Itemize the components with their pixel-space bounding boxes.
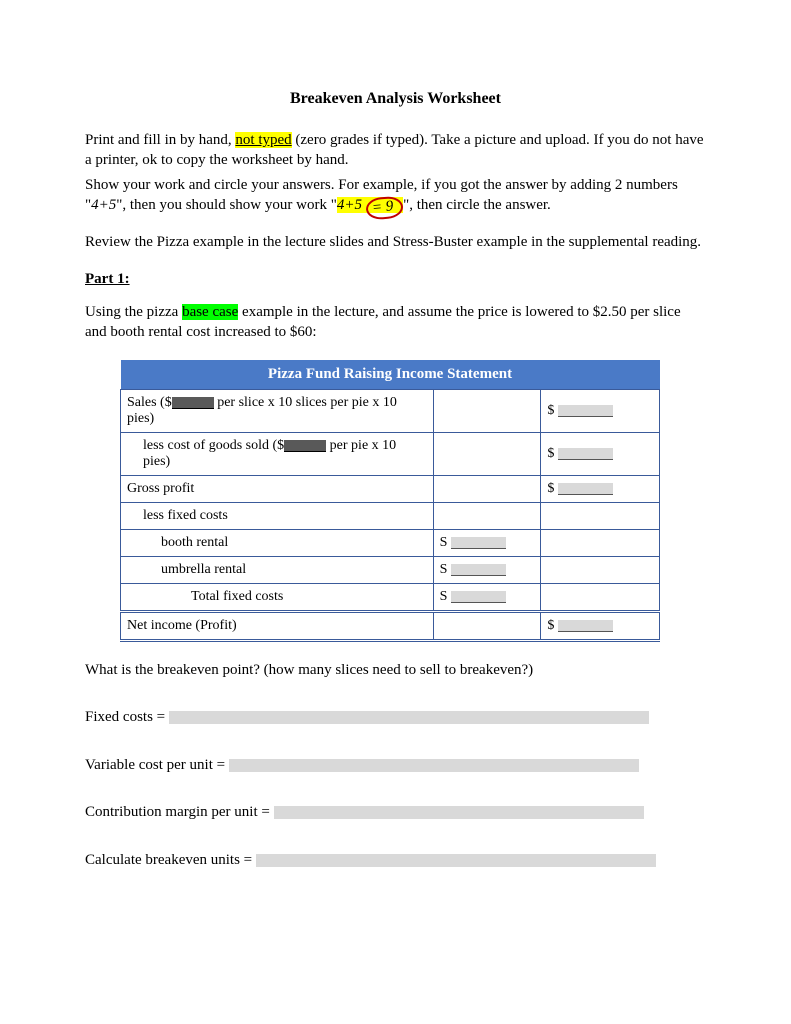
variable-cost-blank[interactable] — [229, 759, 639, 772]
variable-cost-label: Variable cost per unit = — [85, 757, 229, 773]
breakeven-question: What is the breakeven point? (how many s… — [85, 660, 706, 680]
dollar-icon: S — [440, 535, 448, 550]
intro-text-2c: ", then circle the answer. — [403, 197, 551, 213]
table-row-umbrella: umbrella rental S — [121, 557, 660, 584]
gross-profit-blank[interactable] — [558, 483, 613, 495]
table-header-row: Pizza Fund Raising Income Statement — [121, 360, 660, 390]
dollar-icon: $ — [547, 446, 554, 461]
part1-text-a: Using the pizza — [85, 304, 182, 320]
less-fixed-amount — [541, 503, 660, 530]
gross-profit-label: Gross profit — [121, 476, 434, 503]
contribution-margin-row: Contribution margin per unit = — [85, 803, 706, 823]
dollar-icon: S — [440, 589, 448, 604]
less-fixed-mid — [433, 503, 541, 530]
total-fixed-label: Total fixed costs — [121, 584, 434, 612]
breakeven-units-blank[interactable] — [256, 854, 656, 867]
table-header: Pizza Fund Raising Income Statement — [121, 360, 660, 390]
less-fixed-label: less fixed costs — [121, 503, 434, 530]
instructions-2: Show your work and circle your answers. … — [85, 175, 706, 217]
example-plain: 4+5 — [91, 197, 116, 213]
part-1-intro: Using the pizza base case example in the… — [85, 302, 706, 343]
total-fixed-mid: S — [433, 584, 541, 612]
cogs-blank[interactable] — [284, 440, 326, 452]
dollar-icon: S — [440, 562, 448, 577]
table-row-less-fixed: less fixed costs — [121, 503, 660, 530]
breakeven-units-label: Calculate breakeven units = — [85, 852, 256, 868]
umbrella-amount — [541, 557, 660, 584]
booth-label: booth rental — [121, 530, 434, 557]
cogs-amount: $ — [541, 433, 660, 476]
example-highlight: 4+5 — [337, 197, 362, 213]
umbrella-mid: S — [433, 557, 541, 584]
sales-blank[interactable] — [172, 397, 214, 409]
umbrella-blank[interactable] — [451, 564, 506, 576]
net-income-blank[interactable] — [558, 620, 613, 632]
table-row-booth: booth rental S — [121, 530, 660, 557]
booth-blank[interactable] — [451, 537, 506, 549]
page-title: Breakeven Analysis Worksheet — [85, 90, 706, 108]
table-row-cogs: less cost of goods sold ($ per pie x 10 … — [121, 433, 660, 476]
fixed-costs-row: Fixed costs = — [85, 708, 706, 728]
cogs-text-a: less cost of goods sold ($ — [143, 438, 284, 453]
cogs-amount-blank[interactable] — [558, 448, 613, 460]
fixed-costs-blank[interactable] — [169, 711, 649, 724]
total-fixed-blank[interactable] — [451, 591, 506, 603]
gross-profit-mid — [433, 476, 541, 503]
contribution-margin-label: Contribution margin per unit = — [85, 804, 274, 820]
net-income-mid — [433, 612, 541, 641]
base-case-highlight: base case — [182, 304, 238, 320]
dollar-icon: $ — [547, 618, 554, 633]
table-row-net-income: Net income (Profit) $ — [121, 612, 660, 641]
contribution-margin-blank[interactable] — [274, 806, 644, 819]
total-fixed-amount — [541, 584, 660, 612]
instructions-1: Print and fill in by hand, not typed (ze… — [85, 130, 706, 171]
net-income-amount: $ — [541, 612, 660, 641]
umbrella-label: umbrella rental — [121, 557, 434, 584]
review-text: Review the Pizza example in the lecture … — [85, 232, 706, 252]
income-statement-table-wrap: Pizza Fund Raising Income Statement Sale… — [120, 360, 660, 642]
gross-profit-amount: $ — [541, 476, 660, 503]
table-row-gross-profit: Gross profit $ — [121, 476, 660, 503]
table-row-sales: Sales ($ per slice x 10 slices per pie x… — [121, 390, 660, 433]
circled-answer: = 9 — [365, 195, 404, 220]
sales-amount-blank[interactable] — [558, 405, 613, 417]
sales-mid — [433, 390, 541, 433]
dollar-icon: $ — [547, 403, 554, 418]
intro-text-1a: Print and fill in by hand, — [85, 132, 235, 148]
worksheet-page: Breakeven Analysis Worksheet Print and f… — [0, 0, 791, 930]
table-row-total-fixed: Total fixed costs S — [121, 584, 660, 612]
not-typed-highlight: not typed — [235, 132, 291, 148]
cogs-mid — [433, 433, 541, 476]
sales-text-a: Sales ($ — [127, 395, 172, 410]
intro-text-2b: ", then you should show your work " — [116, 197, 337, 213]
variable-cost-row: Variable cost per unit = — [85, 756, 706, 776]
sales-amount: $ — [541, 390, 660, 433]
income-statement-table: Pizza Fund Raising Income Statement Sale… — [120, 360, 660, 642]
part-1-header: Part 1: — [85, 271, 706, 288]
net-income-label: Net income (Profit) — [121, 612, 434, 641]
circled-answer-text: = 9 — [371, 198, 394, 216]
cogs-desc: less cost of goods sold ($ per pie x 10 … — [121, 433, 434, 476]
sales-desc: Sales ($ per slice x 10 slices per pie x… — [121, 390, 434, 433]
booth-mid: S — [433, 530, 541, 557]
breakeven-units-row: Calculate breakeven units = — [85, 851, 706, 871]
dollar-icon: $ — [547, 481, 554, 496]
fixed-costs-label: Fixed costs = — [85, 709, 169, 725]
booth-amount — [541, 530, 660, 557]
